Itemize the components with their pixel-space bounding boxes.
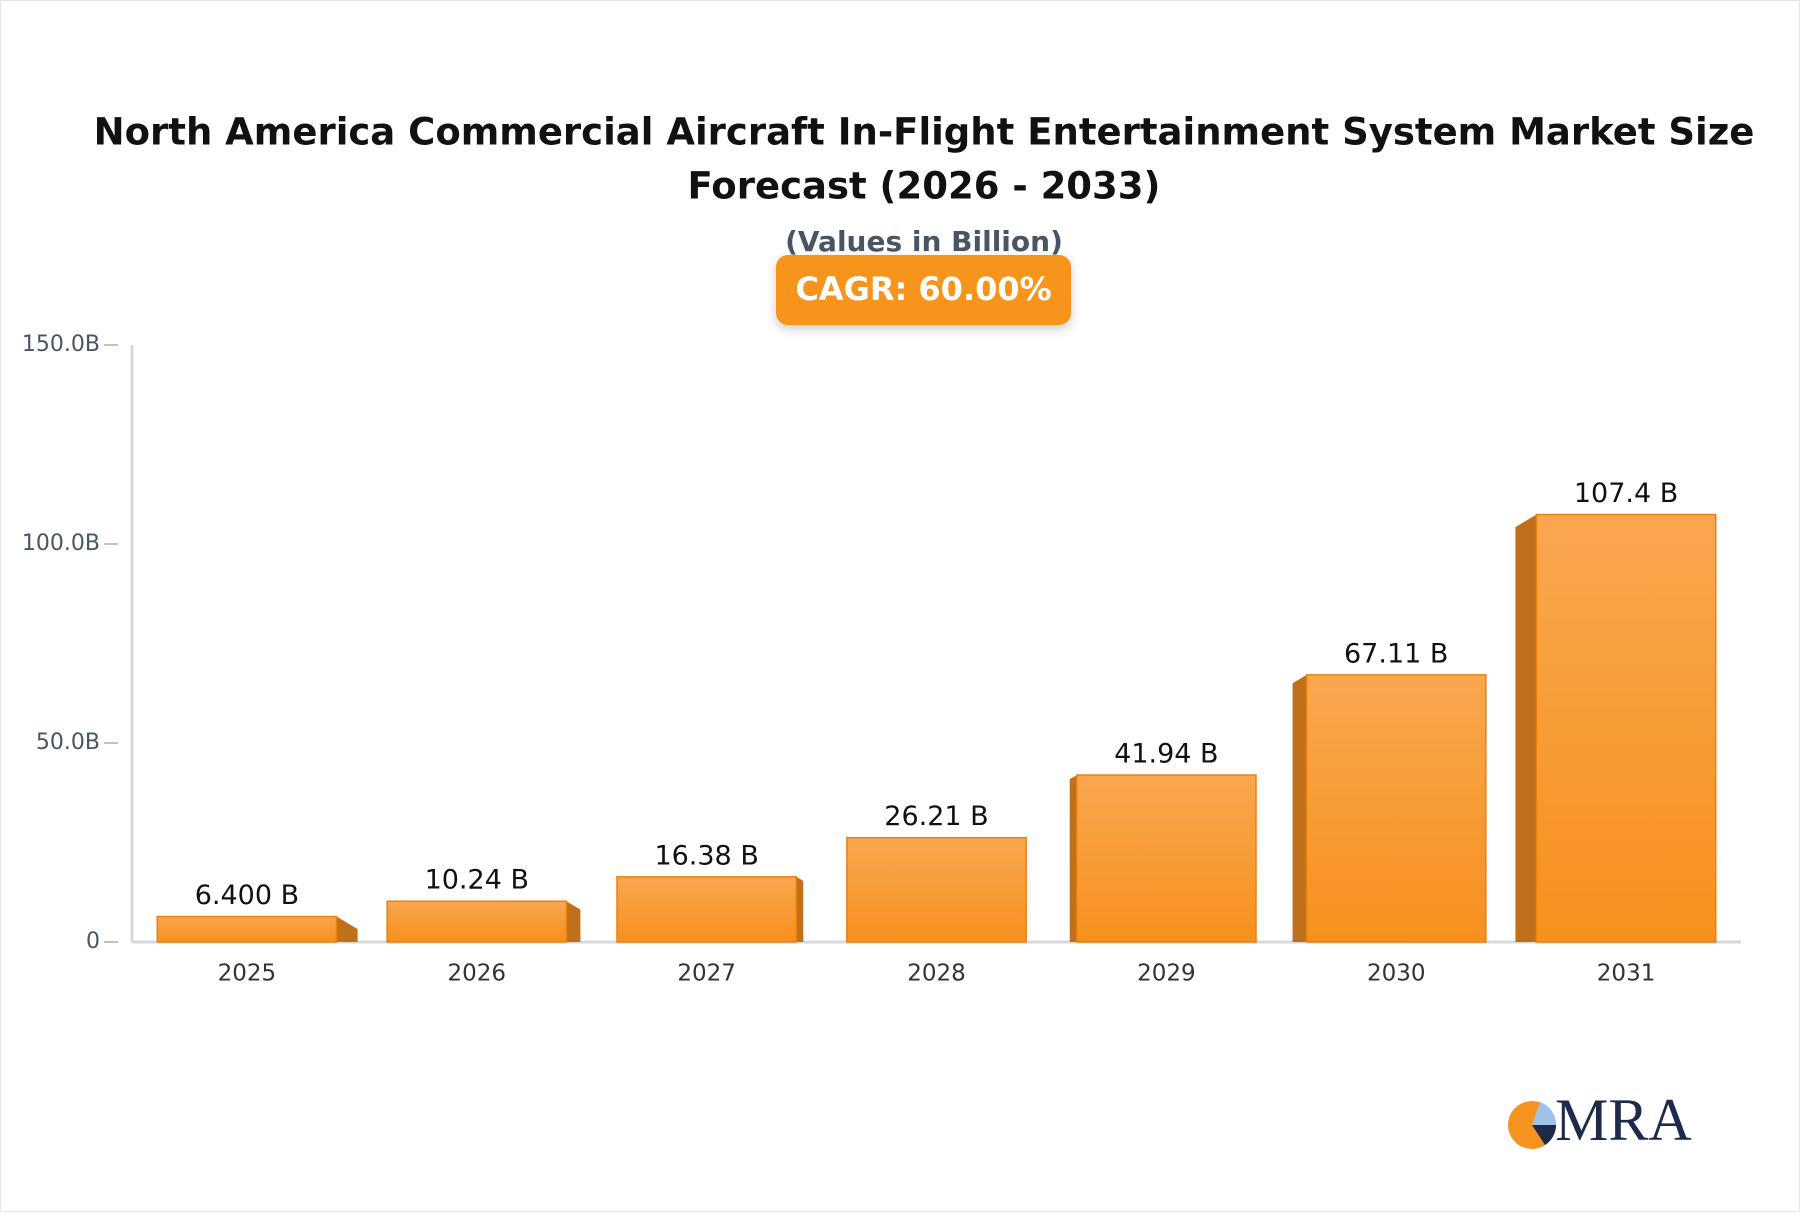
- bar: [386, 900, 568, 943]
- value-label: 107.4 B: [1574, 478, 1678, 509]
- bar-side: [1069, 775, 1077, 942]
- cagr-text: CAGR: 60.00%: [795, 270, 1051, 308]
- x-tick-label: 2026: [448, 961, 507, 987]
- y-tick-label: 50.0B: [36, 730, 100, 755]
- chart-title: North America Commercial Aircraft In-Fli…: [94, 111, 1755, 154]
- bar-side: [1515, 514, 1537, 942]
- value-label: 67.11 B: [1344, 638, 1448, 669]
- y-tick-label: 100.0B: [22, 531, 100, 556]
- value-label: 16.38 B: [654, 840, 758, 871]
- x-tick-label: 2027: [677, 961, 736, 987]
- x-tick-label: 2031: [1597, 961, 1656, 987]
- value-label: 10.24 B: [425, 865, 529, 896]
- bar: [1075, 774, 1257, 943]
- x-tick-label: 2028: [907, 961, 966, 987]
- bar-side: [336, 916, 358, 942]
- bar: [846, 836, 1027, 943]
- bar-side: [566, 901, 581, 942]
- x-tick-label: 2030: [1367, 961, 1426, 987]
- logo: MRA: [1508, 1087, 1692, 1153]
- bar-side: [796, 876, 804, 942]
- value-label: 6.400 B: [195, 880, 299, 911]
- x-tick-label: 2025: [218, 961, 277, 987]
- logo-icon: [1532, 1125, 1556, 1145]
- value-label: 26.21 B: [884, 801, 988, 832]
- y-tick-label: 0: [86, 929, 100, 954]
- bar: [1535, 513, 1717, 943]
- cagr-badge: [776, 255, 1071, 325]
- logo-text: MRA: [1555, 1087, 1692, 1153]
- x-tick-label: 2029: [1137, 961, 1196, 987]
- bar-side: [1292, 674, 1307, 942]
- logo-icon: [1532, 1102, 1557, 1125]
- chart-title: Forecast (2026 - 2033): [688, 165, 1161, 208]
- value-label: 41.94 B: [1114, 739, 1218, 770]
- bar: [156, 915, 338, 943]
- chart-subtitle: (Values in Billion): [785, 225, 1063, 258]
- bar: [1305, 674, 1487, 943]
- bar: [616, 876, 798, 943]
- y-tick-label: 150.0B: [22, 332, 100, 357]
